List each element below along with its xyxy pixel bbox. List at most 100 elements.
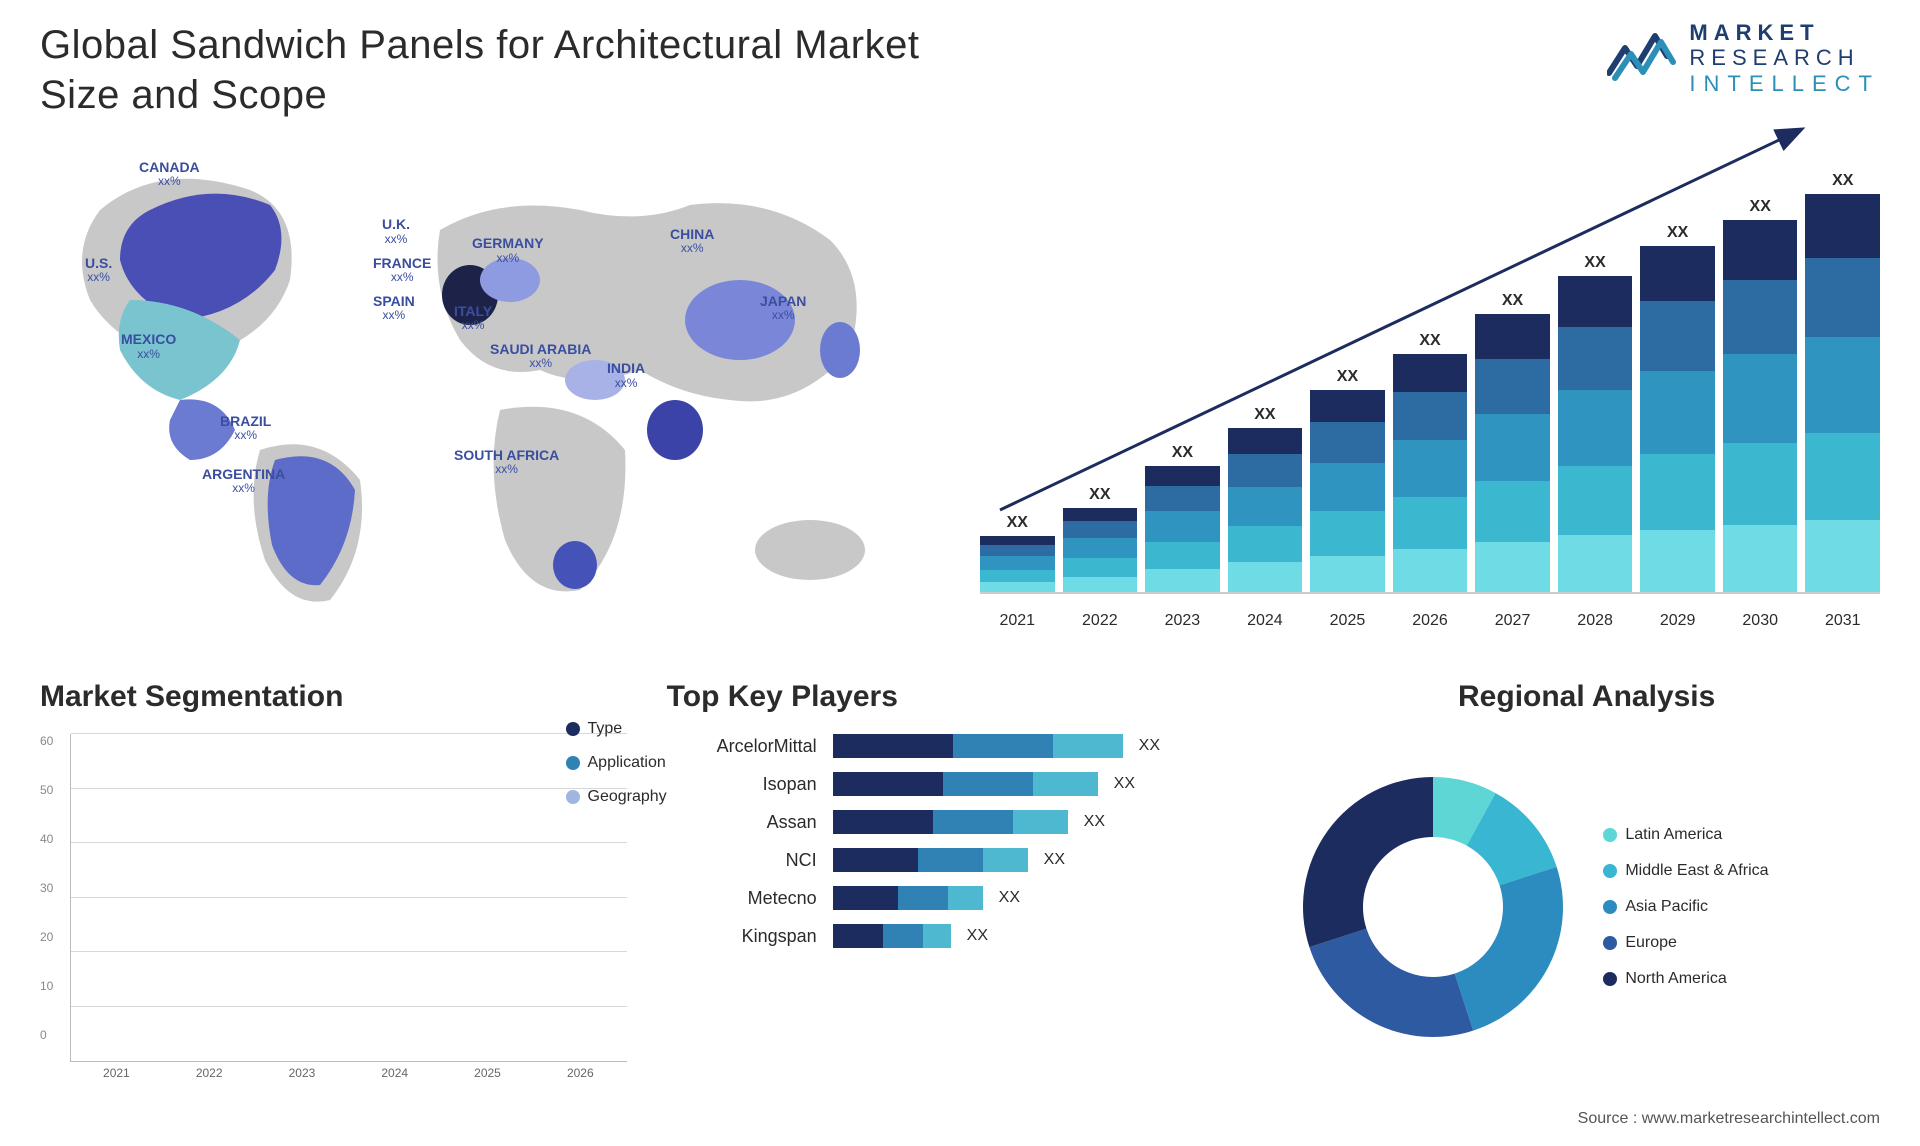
bar-value-label: XX bbox=[1419, 332, 1440, 350]
logo-line-3: INTELLECT bbox=[1689, 71, 1880, 96]
player-name: Kingspan bbox=[667, 926, 817, 947]
bar-column: XX bbox=[1723, 198, 1798, 592]
key-players-title: Top Key Players bbox=[667, 680, 1254, 714]
map-label: U.S.xx% bbox=[85, 256, 112, 285]
player-value: XX bbox=[1044, 851, 1065, 869]
player-value: XX bbox=[1084, 813, 1105, 831]
player-row: Isopan XX bbox=[667, 772, 1254, 796]
legend-item: North America bbox=[1603, 970, 1768, 988]
player-name: ArcelorMittal bbox=[667, 736, 817, 757]
top-row: CANADAxx% U.S.xx% MEXICOxx% BRAZILxx% ARGENT… bbox=[40, 150, 1880, 630]
segmentation-chart: 6050403020100 bbox=[40, 734, 627, 1062]
player-bar bbox=[833, 848, 1028, 872]
regional-chart: Latin America Middle East & Africa Asia Pa… bbox=[1293, 734, 1880, 1080]
bar-year-label: 2027 bbox=[1475, 612, 1550, 630]
map-label: ITALYxx% bbox=[454, 304, 492, 333]
bar-column: XX bbox=[1640, 224, 1715, 592]
logo-icon bbox=[1607, 28, 1677, 88]
bar-value-label: XX bbox=[1667, 224, 1688, 242]
logo-line-1: MARKET bbox=[1689, 20, 1880, 45]
bar-column: XX bbox=[1475, 292, 1550, 592]
segmentation-title: Market Segmentation bbox=[40, 680, 627, 714]
map-label: GERMANYxx% bbox=[472, 236, 544, 265]
player-value: XX bbox=[999, 889, 1020, 907]
bar-value-label: XX bbox=[1254, 406, 1275, 424]
bar-year-label: 2021 bbox=[980, 612, 1055, 630]
player-value: XX bbox=[1114, 775, 1135, 793]
brand-logo: MARKET RESEARCH INTELLECT bbox=[1607, 20, 1880, 96]
legend-item: Europe bbox=[1603, 934, 1768, 952]
legend-item: Latin America bbox=[1603, 826, 1768, 844]
map-label: SPAINxx% bbox=[373, 294, 415, 323]
map-svg bbox=[40, 150, 940, 630]
main-bar-chart: XX XX XX XX XX XX XX XX XX XX XX 2021 2022 2023 2024 2… bbox=[980, 150, 1880, 630]
segmentation-legend: TypeApplicationGeography bbox=[566, 720, 667, 806]
legend-item: Asia Pacific bbox=[1603, 898, 1768, 916]
player-row: NCI XX bbox=[667, 848, 1254, 872]
bar-column: XX bbox=[1393, 332, 1468, 592]
key-players-panel: Top Key Players ArcelorMittalXXIsopanXXA… bbox=[667, 680, 1254, 1080]
player-name: Metecno bbox=[667, 888, 817, 909]
map-label: U.K.xx% bbox=[382, 217, 410, 246]
map-label: SAUDI ARABIAxx% bbox=[490, 342, 591, 371]
world-map: CANADAxx% U.S.xx% MEXICOxx% BRAZILxx% ARGENT… bbox=[40, 150, 940, 630]
bar-year-label: 2030 bbox=[1723, 612, 1798, 630]
legend-item: Type bbox=[566, 720, 667, 738]
logo-line-2: RESEARCH bbox=[1689, 45, 1880, 70]
bar-column: XX bbox=[980, 514, 1055, 592]
bar-column: XX bbox=[1145, 444, 1220, 592]
bar-value-label: XX bbox=[1584, 254, 1605, 272]
player-bar bbox=[833, 924, 951, 948]
player-value: XX bbox=[967, 927, 988, 945]
donut-slice bbox=[1303, 777, 1433, 947]
player-name: Assan bbox=[667, 812, 817, 833]
donut-icon bbox=[1293, 767, 1573, 1047]
legend-item: Application bbox=[566, 754, 667, 772]
player-value: XX bbox=[1139, 737, 1160, 755]
map-label: CANADAxx% bbox=[139, 160, 200, 189]
player-name: NCI bbox=[667, 850, 817, 871]
bar-value-label: XX bbox=[1089, 486, 1110, 504]
player-row: Metecno XX bbox=[667, 886, 1254, 910]
bar-year-label: 2022 bbox=[1063, 612, 1138, 630]
bottom-row: Market Segmentation 6050403020100 202120… bbox=[40, 680, 1880, 1080]
bar-year-label: 2031 bbox=[1805, 612, 1880, 630]
regional-legend: Latin America Middle East & Africa Asia Pa… bbox=[1603, 826, 1768, 988]
bar-column: XX bbox=[1558, 254, 1633, 592]
player-name: Isopan bbox=[667, 774, 817, 795]
donut-slice bbox=[1310, 929, 1474, 1037]
bar-year-label: 2026 bbox=[1393, 612, 1468, 630]
bar-column: XX bbox=[1063, 486, 1138, 592]
map-label: MEXICOxx% bbox=[121, 332, 176, 361]
player-bar bbox=[833, 810, 1068, 834]
bar-year-label: 2023 bbox=[1145, 612, 1220, 630]
legend-item: Middle East & Africa bbox=[1603, 862, 1768, 880]
map-label: INDIAxx% bbox=[607, 361, 645, 390]
segmentation-panel: Market Segmentation 6050403020100 202120… bbox=[40, 680, 627, 1080]
player-row: Assan XX bbox=[667, 810, 1254, 834]
bar-column: XX bbox=[1228, 406, 1303, 592]
map-label: CHINAxx% bbox=[670, 227, 714, 256]
bar-value-label: XX bbox=[1337, 368, 1358, 386]
player-row: ArcelorMittal XX bbox=[667, 734, 1254, 758]
map-label: SOUTH AFRICAxx% bbox=[454, 448, 559, 477]
player-bar bbox=[833, 734, 1123, 758]
player-row: Kingspan XX bbox=[667, 924, 1254, 948]
bar-value-label: XX bbox=[1172, 444, 1193, 462]
bar-year-label: 2029 bbox=[1640, 612, 1715, 630]
bar-year-label: 2025 bbox=[1310, 612, 1385, 630]
bar-column: XX bbox=[1805, 172, 1880, 592]
source-attribution: Source : www.marketresearchintellect.com bbox=[1578, 1110, 1880, 1128]
bar-value-label: XX bbox=[1750, 198, 1771, 216]
key-players-chart: ArcelorMittalXXIsopanXXAssanXXNCIXXMetec… bbox=[667, 734, 1254, 962]
bar-year-label: 2028 bbox=[1558, 612, 1633, 630]
player-bar bbox=[833, 772, 1098, 796]
map-label: BRAZILxx% bbox=[220, 414, 271, 443]
regional-panel: Regional Analysis Latin America Middle Ea… bbox=[1293, 680, 1880, 1080]
bar-column: XX bbox=[1310, 368, 1385, 592]
map-label: ARGENTINAxx% bbox=[202, 467, 285, 496]
player-bar bbox=[833, 886, 983, 910]
regional-title: Regional Analysis bbox=[1293, 680, 1880, 714]
bar-year-label: 2024 bbox=[1228, 612, 1303, 630]
page-title: Global Sandwich Panels for Architectural… bbox=[40, 20, 940, 120]
